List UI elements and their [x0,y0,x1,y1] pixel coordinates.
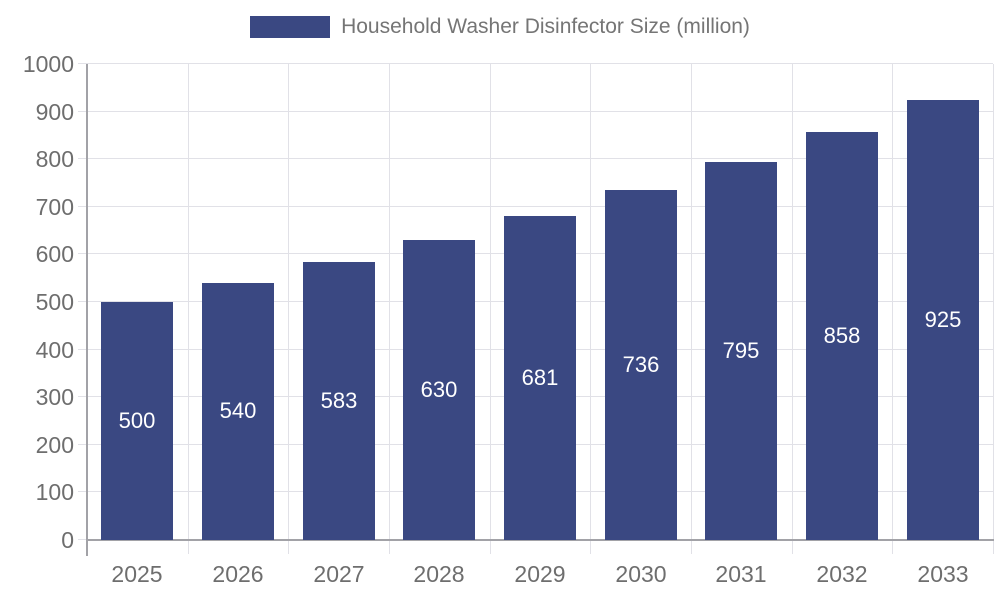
bar-value-label: 736 [622,351,660,377]
x-tick-label: 2025 [111,561,163,587]
x-tick-label: 2026 [212,561,264,587]
bar-value-label: 630 [420,377,458,403]
x-gridline [892,64,893,554]
bar-value-label: 925 [924,306,962,332]
x-tick-label: 2033 [917,561,969,587]
bar-2027: 583 [303,262,375,540]
bar-value-label: 540 [219,398,257,424]
bar-2031: 795 [705,161,777,540]
y-tick-label: 700 [35,193,74,220]
y-tick-label: 0 [61,527,74,553]
y-tick-label: 900 [35,98,74,125]
x-gridline [288,64,289,554]
bar-2032: 858 [806,131,878,540]
y-tick-label: 1000 [22,51,74,77]
x-gridline [389,64,390,554]
bar-value-label: 858 [823,322,861,348]
y-tick-label: 300 [35,384,74,411]
bar-2029: 681 [504,215,576,540]
bar-2025: 500 [101,302,173,540]
x-tick-label: 2032 [816,561,868,587]
y-tick-label: 800 [35,146,74,173]
x-gridline [490,64,491,554]
x-gridline [792,64,793,554]
bar-value-label: 681 [521,364,559,390]
y-gridline [78,158,993,160]
bar-value-label: 500 [118,408,156,433]
legend: Household Washer Disinfector Size (milli… [0,15,1000,39]
x-tick-label: 2027 [313,561,365,587]
y-tick-label: 500 [35,289,74,315]
bar-value-label: 583 [320,388,358,414]
bar-2026: 540 [202,282,274,540]
x-gridline [590,64,591,554]
x-gridline [993,64,994,554]
x-axis-line [86,539,994,541]
y-gridline [78,110,993,112]
x-tick-label: 2030 [615,561,667,587]
x-tick-label: 2029 [514,561,566,587]
y-tick-label: 200 [35,431,74,458]
x-tick-label: 2031 [715,561,767,587]
x-gridline [691,64,692,554]
bar-2030: 736 [605,189,677,540]
y-tick-mark [78,539,87,540]
legend-swatch [250,16,331,38]
y-gridline [78,63,993,64]
bar-value-label: 795 [722,337,760,363]
y-tick-label: 100 [35,479,74,506]
x-gridline [188,64,189,554]
bar-2033: 925 [907,99,979,540]
x-tick-label: 2028 [413,561,465,587]
y-tick-label: 600 [35,241,74,268]
bar-2028: 630 [403,240,475,540]
y-gridline [78,205,993,207]
y-tick-label: 400 [35,336,74,363]
legend-label: Household Washer Disinfector Size (milli… [341,15,750,38]
y-axis-line [86,64,88,556]
